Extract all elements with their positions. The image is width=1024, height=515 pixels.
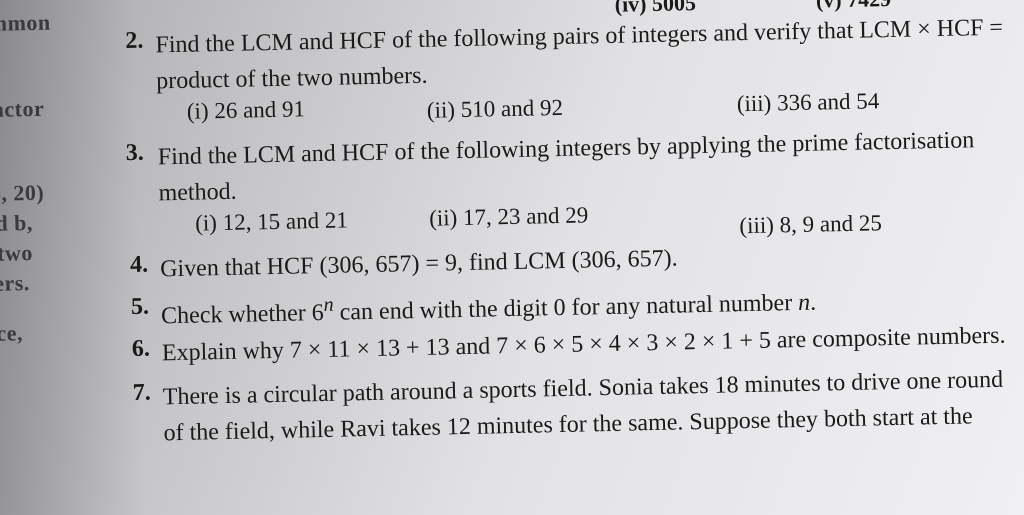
q2-sub-iii: (iii) 336 and 54 xyxy=(737,88,880,117)
textbook-page: common e factor 1(6, 20) and b, of two e… xyxy=(0,0,1024,515)
q4-number: 4. xyxy=(130,252,149,279)
edge-word: common xyxy=(0,10,51,38)
q2-sub-ii: (ii) 510 and 92 xyxy=(427,95,564,124)
q3-sub-iii: (iii) 8, 9 and 25 xyxy=(739,210,882,239)
q5-part-a: Check whether 6 xyxy=(161,300,324,329)
q3-sub-i: (i) 12, 15 and 21 xyxy=(195,207,348,236)
edge-word: e factor xyxy=(0,96,45,124)
q2-number: 2. xyxy=(125,28,144,55)
q6-number: 6. xyxy=(132,336,151,363)
q3-number: 3. xyxy=(125,140,144,167)
q5-superscript-n: n xyxy=(323,294,333,316)
edge-word: of two xyxy=(0,240,33,267)
q5-part-c: . xyxy=(810,290,817,316)
q7-number: 7. xyxy=(132,380,151,407)
q5-part-b: can end with the digit 0 for any natural… xyxy=(333,290,798,326)
edge-word: egers. xyxy=(0,270,30,297)
q2-sub-i: (i) 26 and 91 xyxy=(187,96,306,124)
q3-sub-ii: (ii) 17, 23 and 29 xyxy=(429,202,589,231)
edge-word: ence, xyxy=(0,320,23,347)
option-iv: (iv) 5005 xyxy=(614,0,696,18)
q5-number: 5. xyxy=(131,294,150,321)
edge-word: 1(6, 20) xyxy=(0,180,44,208)
edge-word: and b, xyxy=(0,210,33,237)
q5-var-n: n xyxy=(798,290,811,316)
